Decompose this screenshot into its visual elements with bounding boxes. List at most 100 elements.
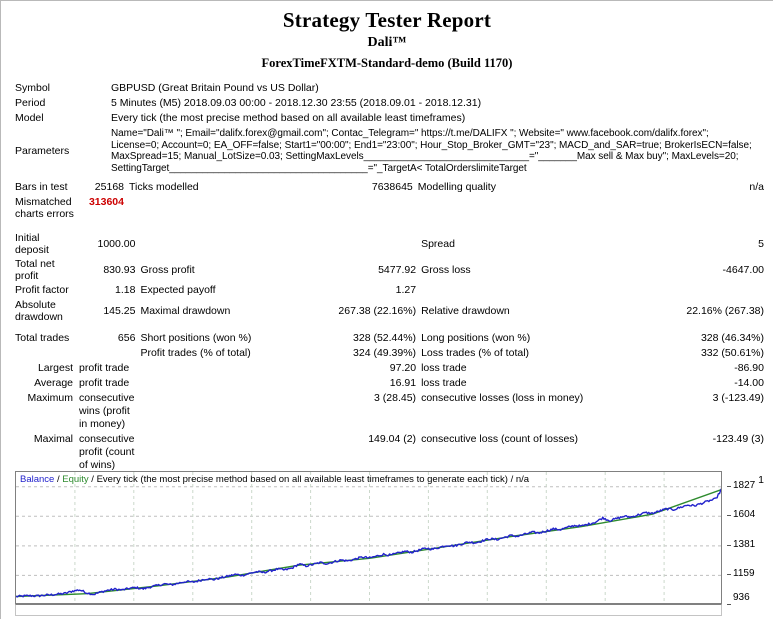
period-value: 5 Minutes (M5) 2018.09.03 00:00 - 2018.1… (111, 97, 482, 109)
relative-drawdown-value: 22.16% (267.38) (686, 304, 764, 317)
total-trades-label: Total trades (15, 332, 70, 345)
max-consecutive-wins-label: consecutive wins (profit in money) (79, 392, 135, 431)
largest-profit-trade-value: 97.20 (389, 362, 417, 375)
chart-plot-area: Balance / Equity / Every tick (the most … (15, 471, 722, 604)
row-profit-loss-trades: Profit trades (% of total) 324 (49.39%) … (15, 346, 764, 361)
gross-profit-label: Gross profit (140, 263, 195, 276)
model-value: Every tick (the most precise method base… (111, 112, 466, 124)
ticks-modelled-label: Ticks modelled (129, 181, 199, 194)
average-profit-trade-value: 16.91 (389, 377, 417, 390)
y-axis-tick: 936 (733, 592, 750, 603)
loss-trades-value: 332 (50.61%) (700, 347, 764, 360)
long-positions-label: Long positions (won %) (421, 332, 531, 345)
ticks-modelled-value: 7638645 (371, 181, 413, 194)
page-title: Strategy Tester Report (282, 8, 492, 32)
spread-value: 5 (758, 237, 764, 250)
row-symbol: Symbol GBPUSD (Great Britain Pound vs US… (15, 81, 764, 96)
y-axis-tick: 1827 (733, 479, 756, 491)
row-period: Period 5 Minutes (M5) 2018.09.03 00:00 -… (15, 96, 764, 111)
profit-trades-label: Profit trades (% of total) (140, 347, 251, 360)
mismatched-charts-label: Mismatched charts errors (15, 196, 74, 221)
statistics-table: Initial deposit 1000.00 Spread 5 Total n… (15, 224, 764, 501)
absolute-drawdown-label: Absolute drawdown (15, 299, 63, 324)
chart-bottom-strip (15, 604, 722, 616)
total-trades-value: 656 (117, 332, 136, 345)
absolute-drawdown-value: 145.25 (103, 304, 136, 317)
row-total-trades: Total trades 656 Short positions (won %)… (15, 331, 764, 346)
initial-deposit-label: Initial deposit (15, 232, 49, 257)
legend-balance-label: Balance (20, 474, 55, 485)
max-consecutive-losses-label: consecutive losses (loss in money) (421, 392, 584, 405)
legend-separator: / (54, 474, 63, 485)
short-positions-value: 328 (52.44%) (353, 332, 417, 345)
legend-equity-label: Equity (62, 474, 89, 485)
maximal-consecutive-profit-value: 149.04 (2) (368, 433, 417, 446)
chart-legend: Balance / Equity / Every tick (the most … (20, 474, 529, 485)
long-positions-value: 328 (46.34%) (700, 332, 764, 345)
row-net-profit: Total net profit 830.93 Gross profit 547… (15, 257, 764, 283)
row-bars-ticks: Bars in test 25168 Ticks modelled 763864… (15, 180, 764, 195)
symbol-value: GBPUSD (Great Britain Pound vs US Dollar… (111, 82, 319, 94)
average-loss-trade-value: -14.00 (734, 377, 764, 390)
max-consecutive-wins-value: 3 (28.45) (374, 392, 417, 405)
gross-profit-value: 5477.92 (378, 263, 417, 276)
report-info-table: Symbol GBPUSD (Great Britain Pound vs US… (15, 81, 764, 176)
initial-deposit-value: 1000.00 (97, 237, 136, 250)
row-model: Model Every tick (the most precise metho… (15, 111, 764, 126)
largest-label: Largest (37, 362, 73, 375)
maximal-drawdown-label: Maximal drawdown (140, 304, 231, 317)
spread-label: Spread (421, 237, 455, 250)
chart-y-axis: 936 1159 1381 1604 1827 (727, 471, 773, 605)
y-axis-tick: 1159 (733, 568, 755, 580)
period-label: Period (15, 97, 46, 109)
modelling-quality-label: Modelling quality (417, 181, 496, 194)
row-average: Average profit trade 16.91 loss trade -1… (15, 376, 764, 391)
loss-trades-label: Loss trades (% of total) (421, 347, 530, 360)
expert-name: Dali™ (367, 35, 407, 50)
largest-loss-trade-label: loss trade (421, 362, 467, 375)
expected-payoff-label: Expected payoff (140, 284, 216, 297)
balance-equity-chart: Balance / Equity / Every tick (the most … (15, 471, 760, 616)
broker-build: ForexTimeFXTM-Standard-demo (Build 1170) (261, 56, 513, 70)
row-profit-factor: Profit factor 1.18 Expected payoff 1.27 (15, 283, 764, 298)
gross-loss-value: -4647.00 (722, 263, 764, 276)
short-positions-label: Short positions (won %) (140, 332, 252, 345)
parameters-line-3: MaxSpread=15; Manual_LotSize=0.03; Setti… (111, 151, 739, 163)
row-parameters: Parameters Name="Dali™ "; Email="dalifx.… (15, 126, 764, 176)
maximal-label: Maximal (33, 433, 73, 446)
modelling-table: Bars in test 25168 Ticks modelled 763864… (15, 180, 764, 222)
chart-curves (16, 488, 721, 598)
largest-loss-trade-value: -86.90 (734, 362, 764, 375)
relative-drawdown-label: Relative drawdown (421, 304, 510, 317)
parameters-line-2: License=0; Account=0; EA_OFF=false; Star… (111, 139, 752, 151)
bars-in-test-value: 25168 (94, 181, 124, 194)
row-drawdown: Absolute drawdown 145.25 Maximal drawdow… (15, 298, 764, 324)
bars-in-test-label: Bars in test (15, 181, 68, 194)
symbol-label: Symbol (15, 82, 51, 94)
total-net-profit-label: Total net profit (15, 258, 55, 283)
average-loss-trade-label: loss trade (421, 377, 467, 390)
row-maximal: Maximal consecutive profit (count of win… (15, 432, 764, 473)
gross-loss-label: Gross loss (421, 263, 471, 276)
row-initial-deposit: Initial deposit 1000.00 Spread 5 (15, 231, 764, 257)
avg-consecutive-losses-value: 1 (758, 474, 764, 487)
average-profit-trade-label: profit trade (79, 377, 130, 390)
maximal-consecutive-loss-value: -123.49 (3) (712, 433, 764, 446)
largest-profit-trade-label: profit trade (79, 362, 130, 375)
maximum-label: Maximum (27, 392, 73, 405)
row-largest: Largest profit trade 97.20 loss trade -8… (15, 361, 764, 376)
model-label: Model (15, 112, 44, 124)
parameters-line-1: Name="Dali™ "; Email="dalifx.forex@gmail… (111, 128, 709, 139)
row-maximum: Maximum consecutive wins (profit in mone… (15, 391, 764, 432)
parameters-line-4: SettingTarget___________________________… (111, 162, 527, 174)
row-mismatched: Mismatched charts errors 313604 (15, 195, 764, 222)
legend-description: / Every tick (the most precise method ba… (88, 474, 530, 485)
y-axis-tick: 1604 (733, 509, 756, 521)
profit-trades-value: 324 (49.39%) (353, 347, 417, 360)
total-net-profit-value: 830.93 (103, 263, 136, 276)
y-axis-tick: 1381 (733, 538, 756, 550)
maximal-consecutive-profit-label: consecutive profit (count of wins) (79, 433, 135, 472)
maximal-drawdown-value: 267.38 (22.16%) (338, 304, 417, 317)
mismatched-charts-value: 313604 (88, 196, 124, 209)
